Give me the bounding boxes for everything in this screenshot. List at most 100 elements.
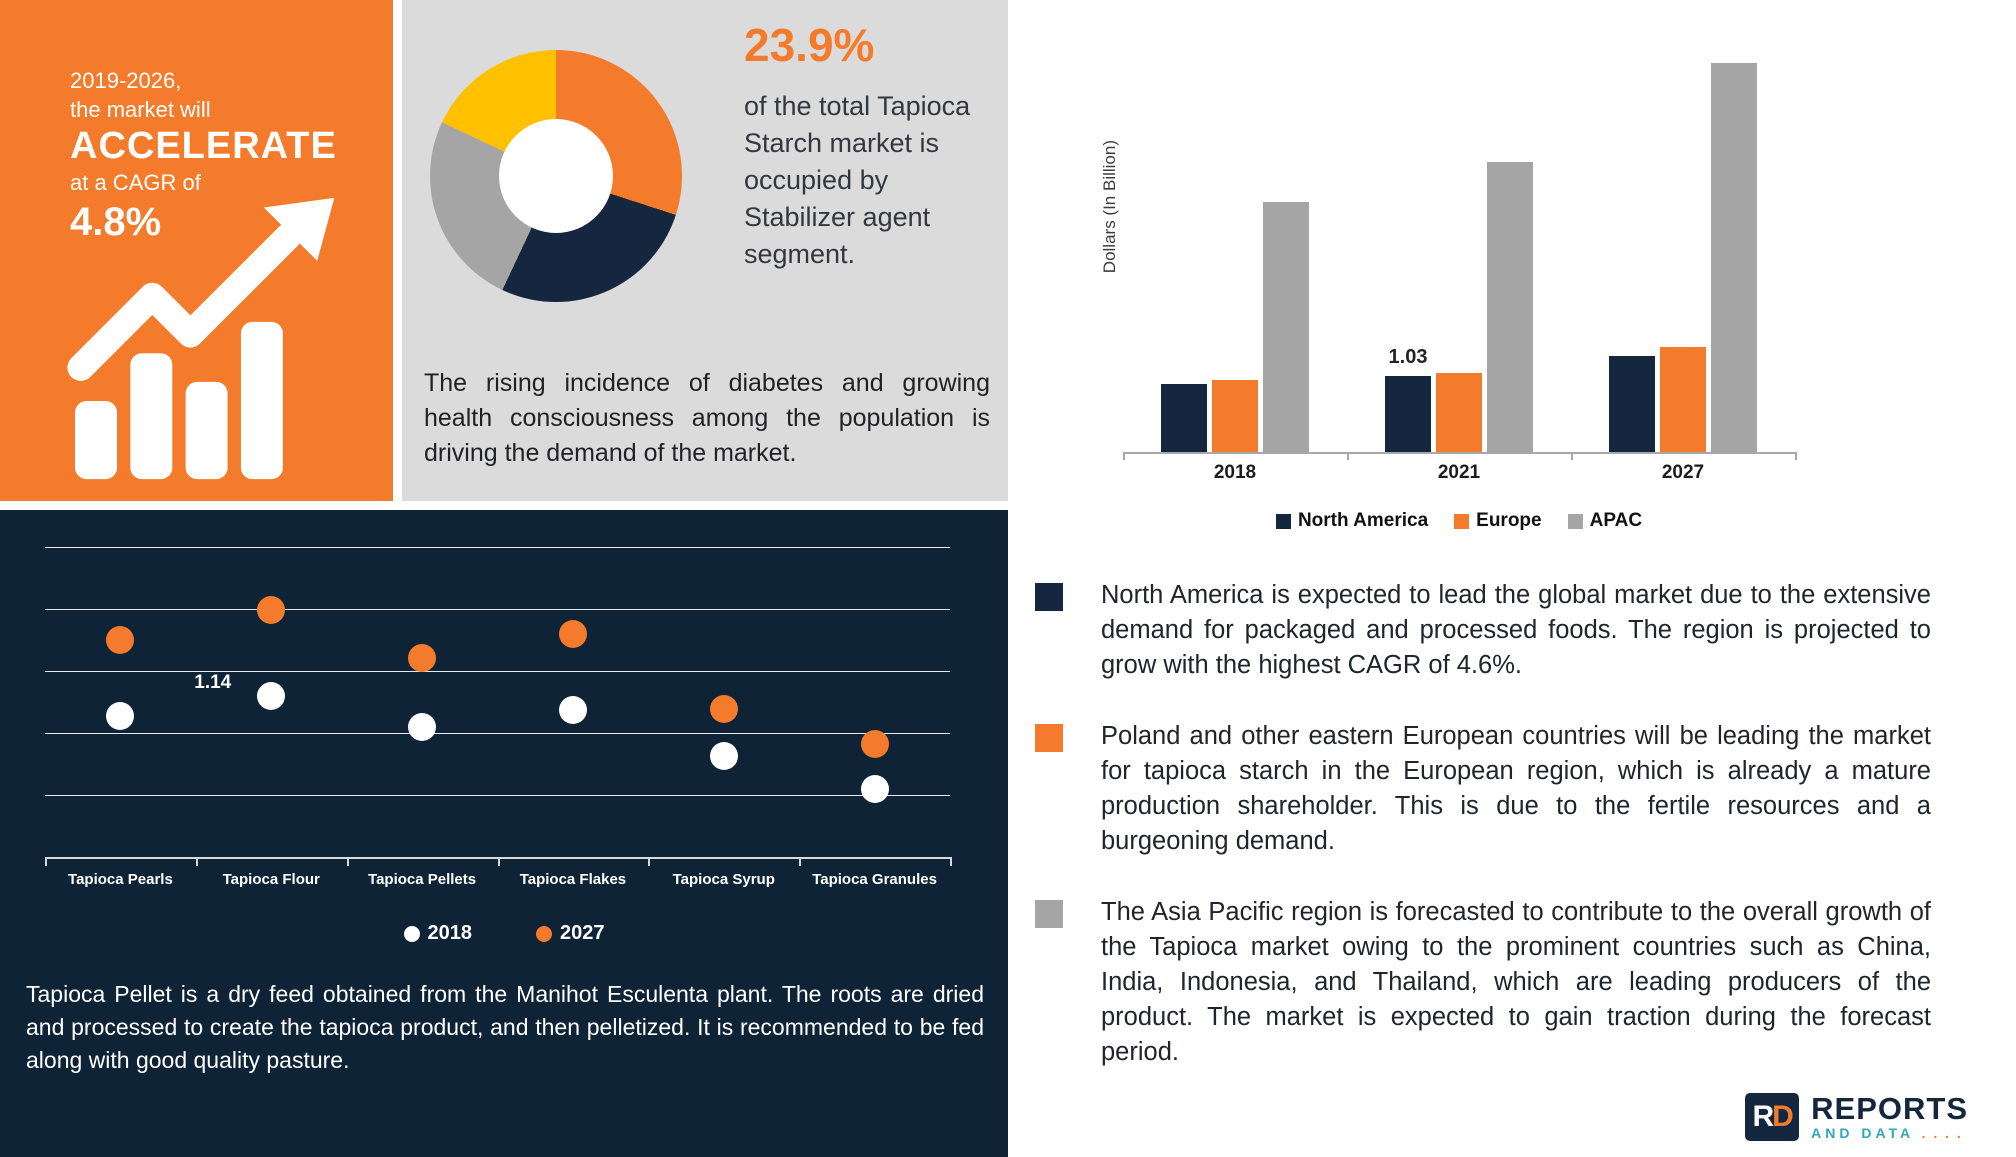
donut-panel: 23.9% of the total Tapioca Starch market… [402,0,1008,501]
axis-tick [648,857,651,866]
dot-2018 [709,741,738,770]
accelerate-text-block: 2019-2026, the market will ACCELERATE at… [70,66,337,245]
legend-item: Europe [1454,510,1542,532]
bullet-marker [1035,900,1063,928]
bar-chart-x-labels: 2018 2021 2027 [1123,462,1795,484]
dot-2027 [257,596,286,625]
accelerate-period: 2019-2026, [70,68,182,93]
category-label: Tapioca Pellets [368,871,477,888]
legend-item: 2027 [536,922,605,945]
dot-value-label: 1.14 [194,672,232,694]
gridline [45,733,950,734]
dot-2018 [558,696,587,725]
legend-item: APAC [1567,510,1643,532]
legend-label: 2018 [427,922,473,944]
donut-chart [430,50,682,302]
cagr-value: 4.8% [70,200,162,244]
regional-panel: Dollars (In Billion) 1.03 2018 2021 2027 N… [1008,0,2016,1157]
bullet-text: Poland and other eastern European countr… [1101,722,1931,855]
axis-tick [1123,452,1125,460]
logo-sub-text: AND DATA . . . . [1811,1125,1968,1141]
dot-plot-chart: Tapioca Pearls Tapioca Flour Tapioca Pelle… [45,547,952,888]
bar-north-america [1161,383,1207,452]
legend-swatch [536,925,552,942]
stat-description: of the total Tapioca Starch market is oc… [744,91,971,269]
dot-2027 [106,626,135,654]
dot-2027 [558,620,587,649]
pellet-note: Tapioca Pellet is a dry feed obtained fr… [26,981,984,1073]
axis-tick [45,857,47,866]
logo-dots: . . . . [1921,1125,1963,1141]
dot-plot-category-row: Tapioca Pearls Tapioca Flour Tapioca Pelle… [45,871,950,888]
bar-group: 1.03 [1347,48,1571,452]
gridline [45,795,950,796]
stat-percentage: 23.9% [744,19,875,71]
gridline [45,609,950,610]
axis-tick [1571,452,1573,460]
bullet-marker [1035,583,1063,611]
x-axis-tick-label: 2027 [1661,462,1705,483]
legend-swatch [403,925,420,942]
legend-swatch [1454,513,1470,529]
insight-bullets: North America is expected to lead the gl… [1035,578,1931,1106]
dot-2018 [860,775,889,804]
legend-item: 2018 [403,922,473,945]
dot-2018 [408,713,437,742]
legend-swatch [1567,513,1583,529]
dot-2018 [257,682,286,711]
bar-chart-axis-ticks [1123,452,1797,461]
axis-tick [1347,452,1349,460]
legend-label: 2027 [560,922,605,944]
growth-arrow-icon [67,197,335,480]
bar-apac [1711,62,1757,452]
bar-value-label: 1.03 [1388,346,1428,369]
bullet-item: North America is expected to lead the gl… [1035,578,1931,683]
dot-plot-legend: 2018 2027 [0,922,1008,945]
axis-tick [799,857,802,866]
logo-sub-label: AND DATA [1811,1125,1914,1141]
bar-north-america [1609,355,1655,452]
axis-tick [195,857,198,866]
legend-label: North America [1297,510,1429,531]
gridline [45,671,950,672]
bullet-text: North America is expected to lead the gl… [1101,581,1931,679]
accelerate-line4: at a CAGR of [70,170,201,195]
bar-europe [1436,372,1482,452]
dot-2027 [860,730,889,759]
legend-label: APAC [1589,510,1643,531]
dot-2027 [408,644,437,673]
category-label: Tapioca Granules [812,871,937,888]
bar-chart-legend: North America Europe APAC [1123,510,1795,532]
bar-chart: 1.03 [1123,48,1795,454]
axis-tick [950,857,952,866]
bullet-marker [1035,724,1063,752]
bar-north-america: 1.03 [1385,346,1431,452]
logo-text-block: REPORTS AND DATA . . . . [1811,1091,1968,1142]
legend-swatch [1275,513,1291,529]
category-label: Tapioca Flour [222,871,320,888]
bar-europe [1212,380,1258,452]
bar-group [1571,48,1795,452]
x-axis-tick-label: 2021 [1437,462,1481,483]
dot-2027 [709,695,738,724]
axis-tick [1795,452,1797,460]
logo-mark-d: D [1772,1100,1794,1133]
axis-tick [346,857,349,866]
logo-brand-text: REPORTS [1811,1091,1968,1126]
product-chart-panel: Tapioca Pearls Tapioca Flour Tapioca Pelle… [0,510,1008,1157]
accelerate-panel: 2019-2026, the market will ACCELERATE at… [0,0,393,501]
logo-mark-r: R [1752,1100,1774,1133]
bullet-item: The Asia Pacific region is forecasted to… [1035,895,1931,1070]
category-label: Tapioca Flakes [519,871,627,888]
donut-hole [499,119,613,233]
bar-europe [1660,346,1706,452]
legend-label: Europe [1476,510,1542,531]
bullet-item: Poland and other eastern European countr… [1035,719,1931,859]
bullet-text: The Asia Pacific region is forecasted to… [1101,898,1931,1066]
bar-apac [1263,202,1309,452]
x-axis-tick-label: 2018 [1213,462,1257,483]
gridline [45,547,950,548]
